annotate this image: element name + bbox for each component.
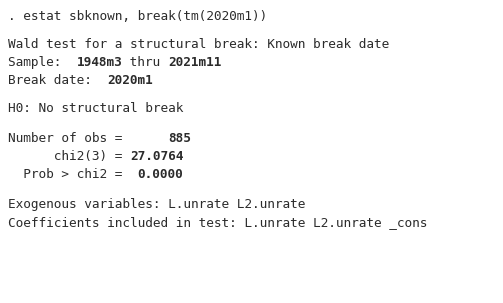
Text: . estat sbknown, break(tm(2020m1)): . estat sbknown, break(tm(2020m1)) (8, 10, 267, 23)
Text: Coefficients included in test: L.unrate L2.unrate _cons: Coefficients included in test: L.unrate … (8, 216, 428, 229)
Text: Exogenous variables: L.unrate L2.unrate: Exogenous variables: L.unrate L2.unrate (8, 198, 305, 211)
Text: Wald test for a structural break: Known break date: Wald test for a structural break: Known … (8, 38, 389, 51)
Text: 2020m1: 2020m1 (107, 74, 153, 87)
Text: 27.0764: 27.0764 (130, 150, 184, 163)
Text: 0.0000: 0.0000 (138, 168, 184, 181)
Text: Prob > chi2 =: Prob > chi2 = (8, 168, 138, 181)
Text: Break date:: Break date: (8, 74, 107, 87)
Text: chi2(3) =: chi2(3) = (8, 150, 130, 163)
Text: Sample:: Sample: (8, 56, 76, 69)
Text: Number of obs =: Number of obs = (8, 132, 168, 145)
Text: 1948m3: 1948m3 (76, 56, 122, 69)
Text: 2021m11: 2021m11 (168, 56, 221, 69)
Text: H0: No structural break: H0: No structural break (8, 102, 184, 115)
Text: thru: thru (122, 56, 168, 69)
Text: 885: 885 (168, 132, 191, 145)
